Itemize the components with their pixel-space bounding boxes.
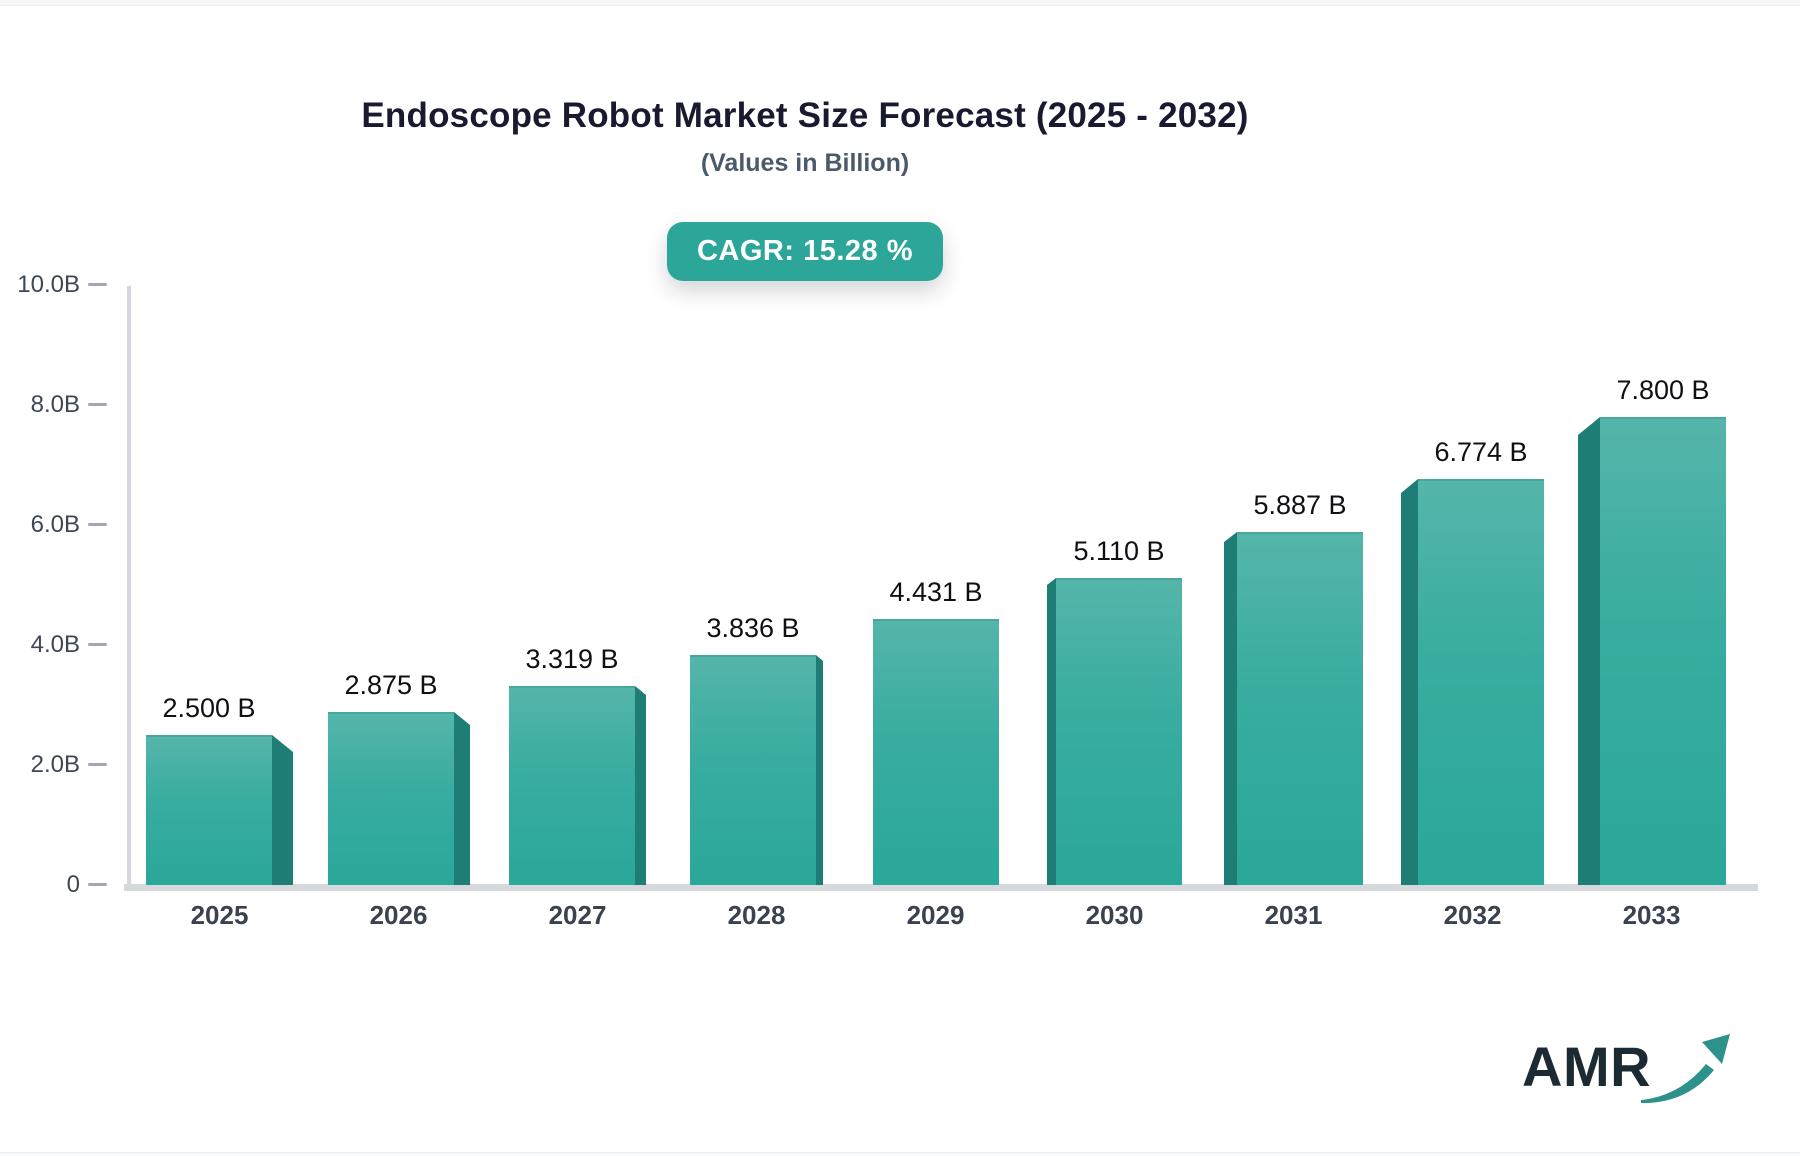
cagr-badge-row: CAGR: 15.28 % (0, 222, 1610, 281)
bar-side-2031 (1224, 532, 1237, 885)
bar-2033 (1600, 417, 1726, 885)
amr-logo-text: AMR (1522, 1035, 1652, 1098)
amr-logo: AMR (1522, 1026, 1732, 1116)
y-axis-label-8.0B: 8.0B (30, 391, 80, 418)
x-axis-label-2032: 2032 (1443, 900, 1502, 930)
x-axis-baseline (124, 884, 1758, 891)
bar-value-label-2029: 4.431 B (889, 577, 983, 607)
y-axis-tick (88, 883, 107, 886)
x-axis-label-2029: 2029 (906, 900, 965, 930)
y-axis-label-6.0B: 6.0B (30, 511, 80, 538)
x-axis-label-2026: 2026 (369, 900, 428, 930)
bar-value-label-2026: 2.875 B (344, 670, 438, 700)
bar-2031 (1237, 532, 1363, 885)
bar-2030 (1056, 578, 1182, 885)
y-axis-label-10.0B: 10.0B (17, 271, 80, 298)
chart-subtitle: (Values in Billion) (700, 149, 910, 177)
bottom-edge-divider (0, 1152, 1800, 1156)
bar-side-2028 (816, 655, 823, 885)
y-axis-label-2.0B: 2.0B (30, 751, 80, 778)
bar-2025 (146, 735, 272, 885)
bar-value-label-2033: 7.800 B (1616, 375, 1710, 405)
top-edge-divider (0, 0, 1800, 6)
x-axis-label-2028: 2028 (727, 900, 786, 930)
bar-2028 (690, 655, 816, 885)
bar-side-2033 (1578, 417, 1600, 885)
growth-arrow-icon (1641, 1034, 1730, 1104)
cagr-badge: CAGR: 15.28 % (666, 222, 943, 281)
x-axis-label-2025: 2025 (190, 900, 249, 930)
y-axis-label-4.0B: 4.0B (30, 631, 80, 658)
x-axis-label-2030: 2030 (1085, 900, 1144, 930)
x-axis-label-2033: 2033 (1622, 900, 1681, 930)
bar-value-label-2032: 6.774 B (1434, 437, 1528, 467)
y-axis-tick (88, 403, 107, 406)
bar-value-label-2027: 3.319 B (525, 644, 619, 674)
x-axis-label-2031: 2031 (1264, 900, 1323, 930)
bar-2032 (1418, 479, 1544, 885)
bar-side-2026 (454, 712, 470, 885)
bar-side-2032 (1401, 479, 1418, 885)
bar-value-label-2028: 3.836 B (706, 613, 800, 643)
bar-value-label-2031: 5.887 B (1253, 490, 1347, 520)
bar-value-label-2025: 2.500 B (162, 693, 256, 723)
chart-title: Endoscope Robot Market Size Forecast (20… (361, 96, 1249, 135)
bar-2026 (328, 712, 454, 885)
bar-side-2030 (1047, 578, 1056, 885)
y-axis-tick (88, 283, 107, 286)
bar-side-2025 (272, 735, 293, 885)
bar-value-label-2030: 5.110 B (1073, 536, 1165, 566)
y-axis-label-0: 0 (66, 871, 80, 898)
x-axis-label-2027: 2027 (548, 900, 607, 930)
bar-2029 (873, 619, 999, 885)
bar-2027 (509, 686, 635, 885)
y-axis-tick (88, 523, 107, 526)
bar-side-2027 (635, 686, 646, 885)
y-axis-tick (88, 643, 107, 646)
y-axis-tick (88, 763, 107, 766)
y-axis-line (127, 286, 131, 886)
